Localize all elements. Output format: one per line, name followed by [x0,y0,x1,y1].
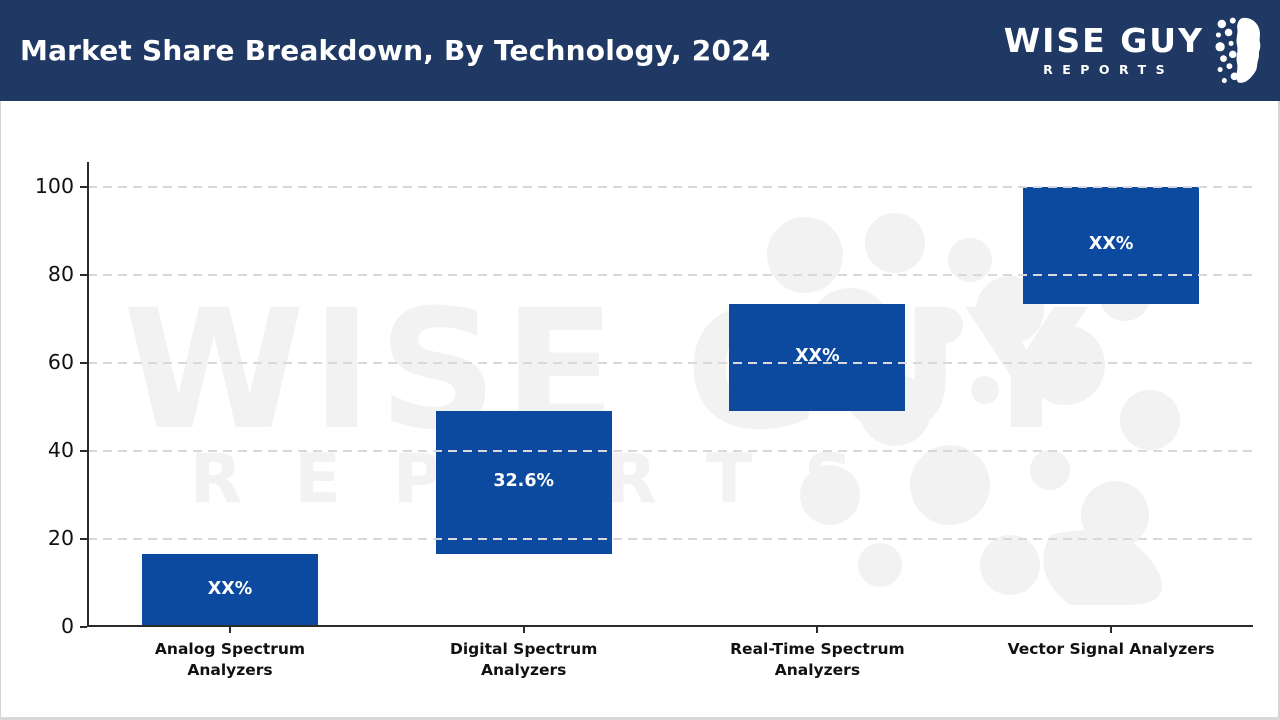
bar-value-label: XX% [1088,233,1134,254]
brand-logo: WISE GUY REPORTS [1004,11,1280,91]
x-axis-tick [522,627,525,633]
y-axis-tick [80,450,87,452]
y-axis-tick [80,186,87,188]
x-axis-tick [229,627,231,633]
y-tick-label: 100 [34,174,74,198]
x-axis-tick [816,627,819,633]
y-axis-tick [80,538,87,540]
y-tick-label: 80 [47,262,74,286]
x-axis [87,625,1253,627]
frame-border-bottom [0,717,1280,720]
y-axis [87,162,89,627]
y-axis-tick [80,362,87,364]
x-axis-tick [1110,627,1113,633]
bar-segment [1023,187,1200,305]
gridline [88,274,1253,276]
bar-segment [142,554,318,627]
y-tick-label: 60 [47,350,74,374]
bar-segment [435,410,612,555]
gridline [88,186,1253,188]
bar-value-label: 32.6% [493,470,555,491]
category-label: Analog Spectrum Analyzers [154,640,306,679]
wordmark-line1: WISE GUY [1003,21,1204,61]
y-axis-tick [80,626,87,628]
page-title: Market Share Breakdown, By Technology, 2… [20,34,771,67]
frame-border-left [0,101,1,720]
gridline [88,450,1253,452]
frame-border-right [1278,101,1280,720]
category-label: Real-Time Spectrum Analyzers [730,640,905,679]
category-label: Vector Signal Analyzers [1007,640,1215,658]
gridline [88,362,1253,364]
wise-guy-wordmark: WISE GUY REPORTS [1004,24,1204,77]
y-tick-label: 40 [47,438,74,462]
bar-value-label: XX% [795,345,840,366]
bar-segment [729,304,906,411]
y-tick-label: 20 [47,526,74,550]
bar-value-label: XX% [207,578,253,599]
header-bar: Market Share Breakdown, By Technology, 2… [0,0,1280,101]
gridline [88,538,1253,540]
category-label: Digital Spectrum Analyzers [450,640,598,679]
wordmark-line2: REPORTS [1043,61,1175,77]
face-dots-icon [1215,17,1261,83]
y-tick-label: 0 [60,614,74,638]
y-axis-tick [80,274,87,276]
